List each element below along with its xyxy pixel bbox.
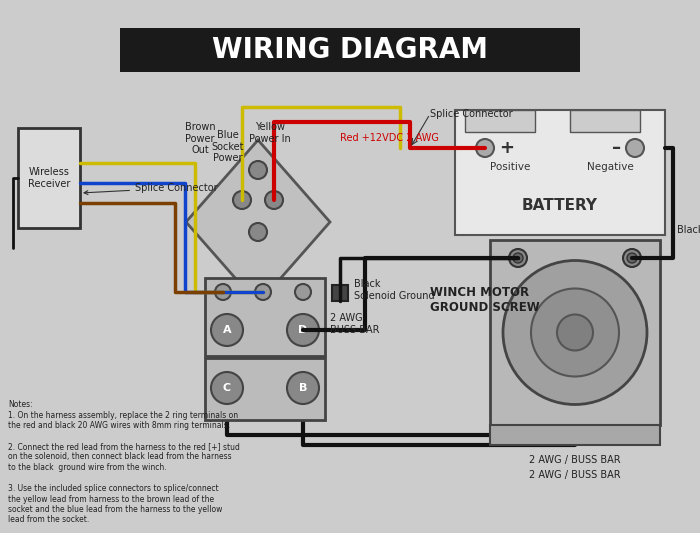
Text: WINCH MOTOR
GROUND SCREW: WINCH MOTOR GROUND SCREW	[430, 286, 540, 314]
Text: the red and black 20 AWG wires with 8mm ring terminals.: the red and black 20 AWG wires with 8mm …	[8, 421, 230, 430]
Text: +: +	[499, 139, 514, 157]
Text: 2 AWG / BUSS BAR: 2 AWG / BUSS BAR	[529, 455, 621, 465]
Text: 2 AWG / BUSS BAR: 2 AWG / BUSS BAR	[529, 470, 621, 480]
Text: Negative: Negative	[587, 162, 634, 172]
Circle shape	[265, 191, 283, 209]
Text: B: B	[299, 383, 307, 393]
Text: A: A	[223, 325, 231, 335]
Circle shape	[249, 161, 267, 179]
Text: BATTERY: BATTERY	[522, 198, 598, 213]
Text: Positive: Positive	[490, 162, 530, 172]
Text: Black Ground 2 AWG: Black Ground 2 AWG	[677, 225, 700, 235]
Bar	[455, 110, 665, 235]
Text: socket and the blue lead from the harness to the yellow: socket and the blue lead from the harnes…	[8, 505, 223, 514]
Text: lead from the socket.: lead from the socket.	[8, 515, 90, 524]
Text: 2 AWG
BUSS BAR: 2 AWG BUSS BAR	[330, 313, 379, 335]
Circle shape	[211, 314, 243, 346]
Circle shape	[295, 284, 311, 300]
Circle shape	[255, 284, 271, 300]
Circle shape	[513, 253, 523, 263]
Text: 1. On the harness assembly, replace the 2 ring terminals on: 1. On the harness assembly, replace the …	[8, 410, 238, 419]
Text: Red +12VDC 2 AWG: Red +12VDC 2 AWG	[340, 133, 439, 143]
Text: 2. Connect the red lead from the harness to the red [+] stud: 2. Connect the red lead from the harness…	[8, 442, 240, 451]
Text: C: C	[223, 383, 231, 393]
Circle shape	[215, 284, 231, 300]
Circle shape	[623, 249, 641, 267]
Text: Black
Solenoid Ground: Black Solenoid Ground	[354, 279, 435, 301]
Text: the yellow lead from harness to the brown lead of the: the yellow lead from harness to the brow…	[8, 495, 214, 504]
Polygon shape	[186, 140, 330, 304]
Bar	[205, 278, 325, 356]
Text: D: D	[298, 325, 307, 335]
Bar	[120, 28, 580, 72]
Bar	[570, 110, 640, 132]
Text: Splice Connector: Splice Connector	[84, 183, 218, 195]
Text: Notes:: Notes:	[8, 400, 33, 409]
Circle shape	[476, 139, 494, 157]
Circle shape	[557, 314, 593, 351]
Circle shape	[211, 372, 243, 404]
Circle shape	[233, 191, 251, 209]
Circle shape	[249, 223, 267, 241]
Circle shape	[287, 372, 319, 404]
Bar	[205, 358, 325, 420]
Text: Splice Connector: Splice Connector	[430, 109, 512, 119]
Bar	[332, 285, 348, 301]
Circle shape	[287, 314, 319, 346]
Circle shape	[626, 139, 644, 157]
Text: Yellow
Power In: Yellow Power In	[249, 122, 291, 143]
Bar	[490, 425, 660, 445]
Text: Brown
Power
Out: Brown Power Out	[185, 122, 216, 155]
Bar	[18, 128, 80, 228]
Text: 3. Use the included splice connectors to splice/connect: 3. Use the included splice connectors to…	[8, 484, 218, 493]
Text: Blue
Socket
Power: Blue Socket Power	[211, 130, 244, 163]
Bar	[490, 240, 660, 425]
Text: to the black  ground wire from the winch.: to the black ground wire from the winch.	[8, 463, 167, 472]
Text: –: –	[612, 139, 621, 157]
Text: WIRING DIAGRAM: WIRING DIAGRAM	[212, 36, 488, 64]
Circle shape	[503, 261, 647, 405]
Text: on the solenoid, then connect black lead from the harness: on the solenoid, then connect black lead…	[8, 453, 232, 462]
Circle shape	[509, 249, 527, 267]
Text: Wireless
Receiver: Wireless Receiver	[28, 167, 70, 189]
Bar	[465, 110, 535, 132]
Circle shape	[531, 288, 619, 376]
Circle shape	[627, 253, 637, 263]
